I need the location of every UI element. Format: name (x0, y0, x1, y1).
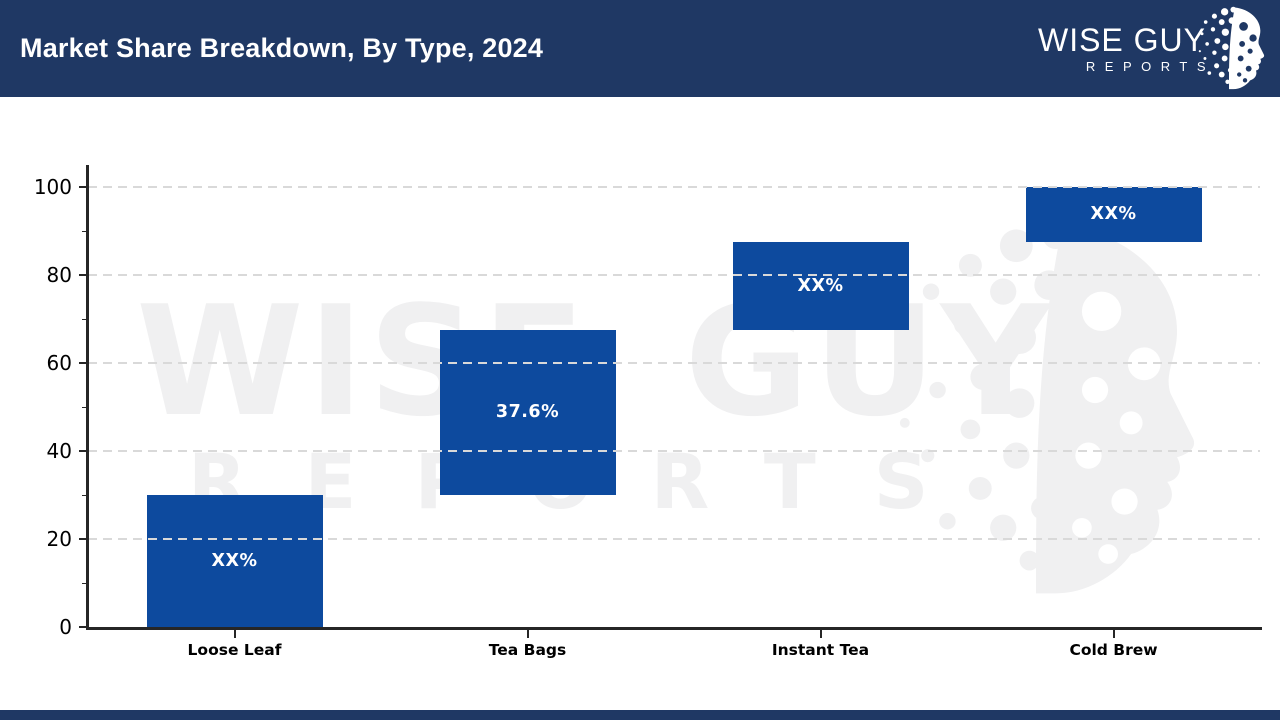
y-tick-20 (79, 538, 88, 540)
x-tick-0 (233, 629, 236, 638)
footer-band (0, 710, 1280, 720)
bar-value-label: 37.6% (495, 402, 560, 423)
bar-cold-brew: XX% (1025, 187, 1202, 242)
y-minor-tick (82, 583, 88, 585)
x-tick-3 (1112, 629, 1115, 638)
category-label-3: Cold Brew (1069, 641, 1158, 659)
y-tick-0 (79, 626, 88, 628)
watermark-face-icon (872, 219, 1200, 607)
y-tick-label-20: 20 (46, 527, 72, 551)
y-tick-label-0: 0 (59, 615, 72, 639)
y-tick-80 (79, 274, 88, 276)
brand-logo: WISE GUY REPORTS (1038, 6, 1266, 92)
bar-instant-tea: XX% (732, 241, 909, 330)
bar-value-label: XX% (211, 551, 258, 571)
dotted-face-logo-icon (1192, 6, 1266, 92)
gridline-100 (88, 186, 1260, 188)
y-tick-label-80: 80 (46, 263, 72, 287)
x-tick-2 (819, 629, 822, 638)
category-label-0: Loose Leaf (187, 641, 282, 659)
gridline-60 (88, 362, 1260, 364)
category-label-1: Tea Bags (488, 641, 567, 659)
x-tick-1 (526, 629, 529, 638)
y-tick-40 (79, 450, 88, 452)
y-minor-tick (82, 407, 88, 409)
y-minor-tick (82, 231, 88, 233)
category-label-2: Instant Tea (771, 641, 870, 659)
logo-wordmark: WISE GUY REPORTS (1038, 24, 1206, 74)
bar-value-label: XX% (797, 275, 844, 296)
gridline-20 (88, 538, 1260, 540)
x-axis (86, 627, 1262, 630)
y-tick-100 (79, 186, 88, 188)
y-minor-tick (82, 495, 88, 497)
y-minor-tick (82, 319, 88, 321)
header-band: Market Share Breakdown, By Type, 2024 WI… (0, 0, 1280, 97)
bar-tea-bags: 37.6% (439, 329, 616, 495)
gridline-80 (88, 274, 1260, 276)
y-axis (86, 165, 89, 629)
bar-value-label: XX% (1090, 204, 1137, 225)
bar-loose-leaf: XX% (146, 495, 323, 627)
y-tick-label-60: 60 (46, 351, 72, 375)
logo-line2: REPORTS (1085, 58, 1215, 74)
y-tick-label-100: 100 (33, 175, 72, 199)
y-tick-60 (79, 362, 88, 364)
page-title: Market Share Breakdown, By Type, 2024 (20, 33, 544, 63)
y-tick-label-40: 40 (46, 439, 72, 463)
logo-line1: WISE GUY (1037, 21, 1206, 58)
gridline-40 (88, 450, 1260, 452)
